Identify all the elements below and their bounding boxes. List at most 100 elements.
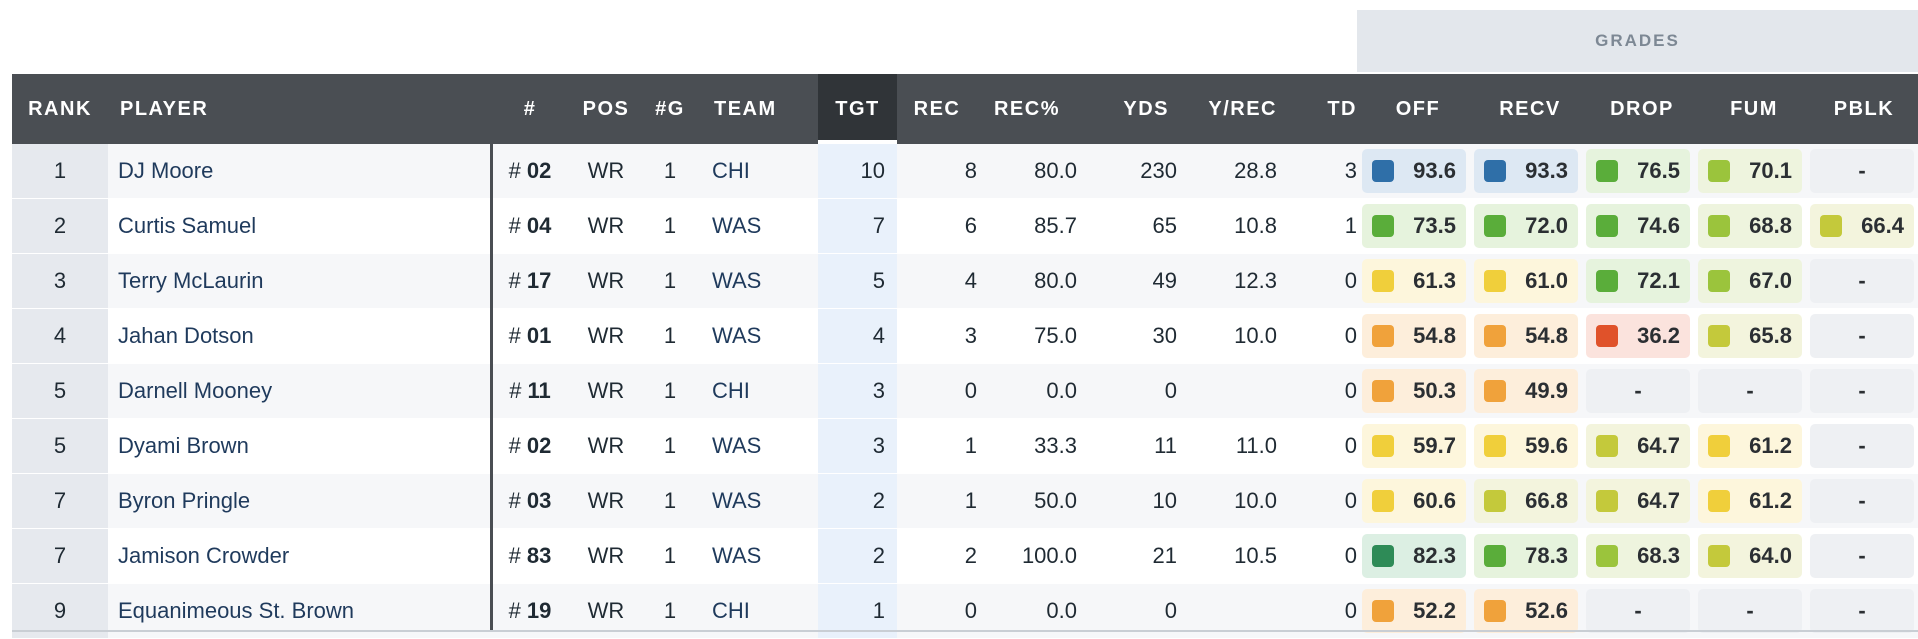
column-header-pos[interactable]: POS: [570, 74, 642, 144]
targets-value: 2: [872, 543, 885, 568]
column-header-rec[interactable]: REC%: [977, 74, 1077, 144]
team-link[interactable]: CHI: [712, 598, 750, 623]
team-link[interactable]: CHI: [712, 378, 750, 403]
yards-per-rec-value: [1177, 364, 1277, 418]
grade-color-swatch: [1484, 325, 1506, 347]
column-header-label: PBLK: [1833, 97, 1895, 120]
team-link[interactable]: WAS: [712, 268, 762, 293]
yards-value: 11: [1154, 433, 1177, 458]
position-value: WR: [587, 213, 625, 238]
grade-value: -: [1858, 543, 1866, 568]
touchdowns-value: 0: [1344, 378, 1357, 403]
grade-color-swatch: [1372, 380, 1394, 402]
column-header-pblk[interactable]: PBLK: [1810, 74, 1918, 144]
jersey-prefix: #: [508, 488, 521, 513]
column-header-label: POS: [582, 97, 630, 120]
column-header-td[interactable]: TD: [1277, 74, 1357, 144]
jersey-value: 17: [526, 268, 552, 293]
grade-color-swatch: [1596, 215, 1618, 237]
rank-column-bg: [12, 309, 108, 363]
player-name-link[interactable]: Curtis Samuel: [118, 213, 257, 238]
column-header-drop[interactable]: DROP: [1586, 74, 1698, 144]
yards-value: 0: [1164, 378, 1177, 403]
column-header-off[interactable]: OFF: [1362, 74, 1474, 144]
column-header-tgt[interactable]: TGT: [818, 74, 897, 144]
jersey-value: 03: [526, 488, 552, 513]
team-link[interactable]: WAS: [712, 488, 762, 513]
player-name-link[interactable]: Darnell Mooney: [118, 378, 273, 403]
column-header-rec[interactable]: REC: [897, 74, 977, 144]
grade-color-swatch: [1372, 160, 1394, 182]
column-header-num[interactable]: #: [490, 74, 570, 144]
grade-recv: 61.0: [1474, 259, 1578, 303]
grade-value: 64.0: [1749, 543, 1792, 568]
player-name-link[interactable]: DJ Moore: [118, 158, 214, 183]
table-row[interactable]: 1 DJ Moore #02 WR 1 CHI 10 8 80.0 230 28.8 3 93.6 93.…: [12, 144, 1918, 199]
table-row[interactable]: 7 Byron Pringle #03 WR 1 WAS 2 1 50.0 10 10.0 0 60.6…: [12, 474, 1918, 529]
targets-value: 2: [872, 488, 885, 513]
yards-per-rec-value: 10.0: [1234, 323, 1277, 348]
receptions-value: 1: [964, 433, 977, 458]
receptions-value: 3: [964, 323, 977, 348]
team-link[interactable]: CHI: [712, 158, 750, 183]
column-header-y-rec[interactable]: Y/REC: [1177, 74, 1277, 144]
grade-pblk: -: [1810, 314, 1914, 358]
table-row[interactable]: 2 Curtis Samuel #04 WR 1 WAS 7 6 85.7 65 10.8 1 73.5…: [12, 199, 1918, 254]
column-header-label: FUM: [1730, 97, 1778, 120]
column-header-label: RANK: [28, 97, 92, 120]
table-row[interactable]: 5 Dyami Brown #02 WR 1 WAS 3 1 33.3 11 11.0 0 59.7 59…: [12, 419, 1918, 474]
column-header-yds[interactable]: YDS: [1077, 74, 1177, 144]
column-header-fum[interactable]: FUM: [1698, 74, 1810, 144]
grade-value: 61.3: [1413, 268, 1456, 293]
grade-value: 82.3: [1413, 543, 1456, 568]
grade-color-swatch: [1708, 270, 1730, 292]
grade-value: 61.2: [1749, 433, 1792, 458]
table-row[interactable]: 9 Equanimeous St. Brown #19 WR 1 CHI 1 0 0.0 0 0 52…: [12, 584, 1918, 639]
targets-value: 1: [872, 598, 885, 623]
sorted-column-bg: [818, 199, 897, 253]
table-row[interactable]: 4 Jahan Dotson #01 WR 1 WAS 4 3 75.0 30 10.0 0 54.8 5…: [12, 309, 1918, 364]
grade-fum: 67.0: [1698, 259, 1802, 303]
player-name-link[interactable]: Jahan Dotson: [118, 323, 254, 348]
jersey-number: #11: [490, 364, 570, 418]
grade-color-swatch: [1596, 435, 1618, 457]
table-row[interactable]: 7 Jamison Crowder #83 WR 1 WAS 2 2 100.0 21 10.5 0 8…: [12, 529, 1918, 584]
games-value: 1: [663, 323, 677, 348]
team-link[interactable]: WAS: [712, 433, 762, 458]
jersey-prefix: #: [509, 378, 522, 403]
table-row[interactable]: 5 Darnell Mooney #11 WR 1 CHI 3 0 0.0 0 0 50.3 49.9 -…: [12, 364, 1918, 419]
grade-color-swatch: [1372, 545, 1394, 567]
receptions-value: 2: [964, 543, 977, 568]
table-row[interactable]: 3 Terry McLaurin #17 WR 1 WAS 5 4 80.0 49 12.3 0 61.…: [12, 254, 1918, 309]
yards-per-rec-value: 28.8: [1234, 158, 1277, 183]
position-value: WR: [587, 268, 625, 293]
rank-value: 7: [53, 543, 67, 568]
player-name-link[interactable]: Byron Pringle: [118, 488, 251, 513]
column-header-recv[interactable]: RECV: [1474, 74, 1586, 144]
player-name-link[interactable]: Dyami Brown: [118, 433, 249, 458]
team-link[interactable]: WAS: [712, 543, 762, 568]
column-header-team[interactable]: TEAM: [698, 74, 818, 144]
column-header-rank[interactable]: RANK: [12, 74, 108, 144]
grade-value: -: [1746, 378, 1754, 403]
grade-color-swatch: [1484, 160, 1506, 182]
column-header-g[interactable]: #G: [642, 74, 698, 144]
grade-value: 49.9: [1525, 378, 1568, 403]
grade-pblk: -: [1810, 534, 1914, 578]
grade-value: 66.4: [1861, 213, 1904, 238]
jersey-number: #02: [490, 419, 570, 473]
yards-value: 65: [1152, 213, 1177, 238]
yards-value: 30: [1152, 323, 1177, 348]
grade-drop: 36.2: [1586, 314, 1690, 358]
team-link[interactable]: WAS: [712, 213, 762, 238]
grade-value: 72.0: [1525, 213, 1568, 238]
jersey-value: 11: [527, 378, 551, 403]
jersey-value: 02: [526, 433, 552, 458]
team-link[interactable]: WAS: [712, 323, 762, 348]
player-name-link[interactable]: Jamison Crowder: [118, 543, 290, 568]
grade-color-swatch: [1484, 270, 1506, 292]
column-header-player[interactable]: PLAYER: [108, 74, 488, 144]
player-name-link[interactable]: Terry McLaurin: [118, 268, 264, 293]
player-name-link[interactable]: Equanimeous St. Brown: [118, 598, 355, 623]
grade-color-swatch: [1484, 215, 1506, 237]
